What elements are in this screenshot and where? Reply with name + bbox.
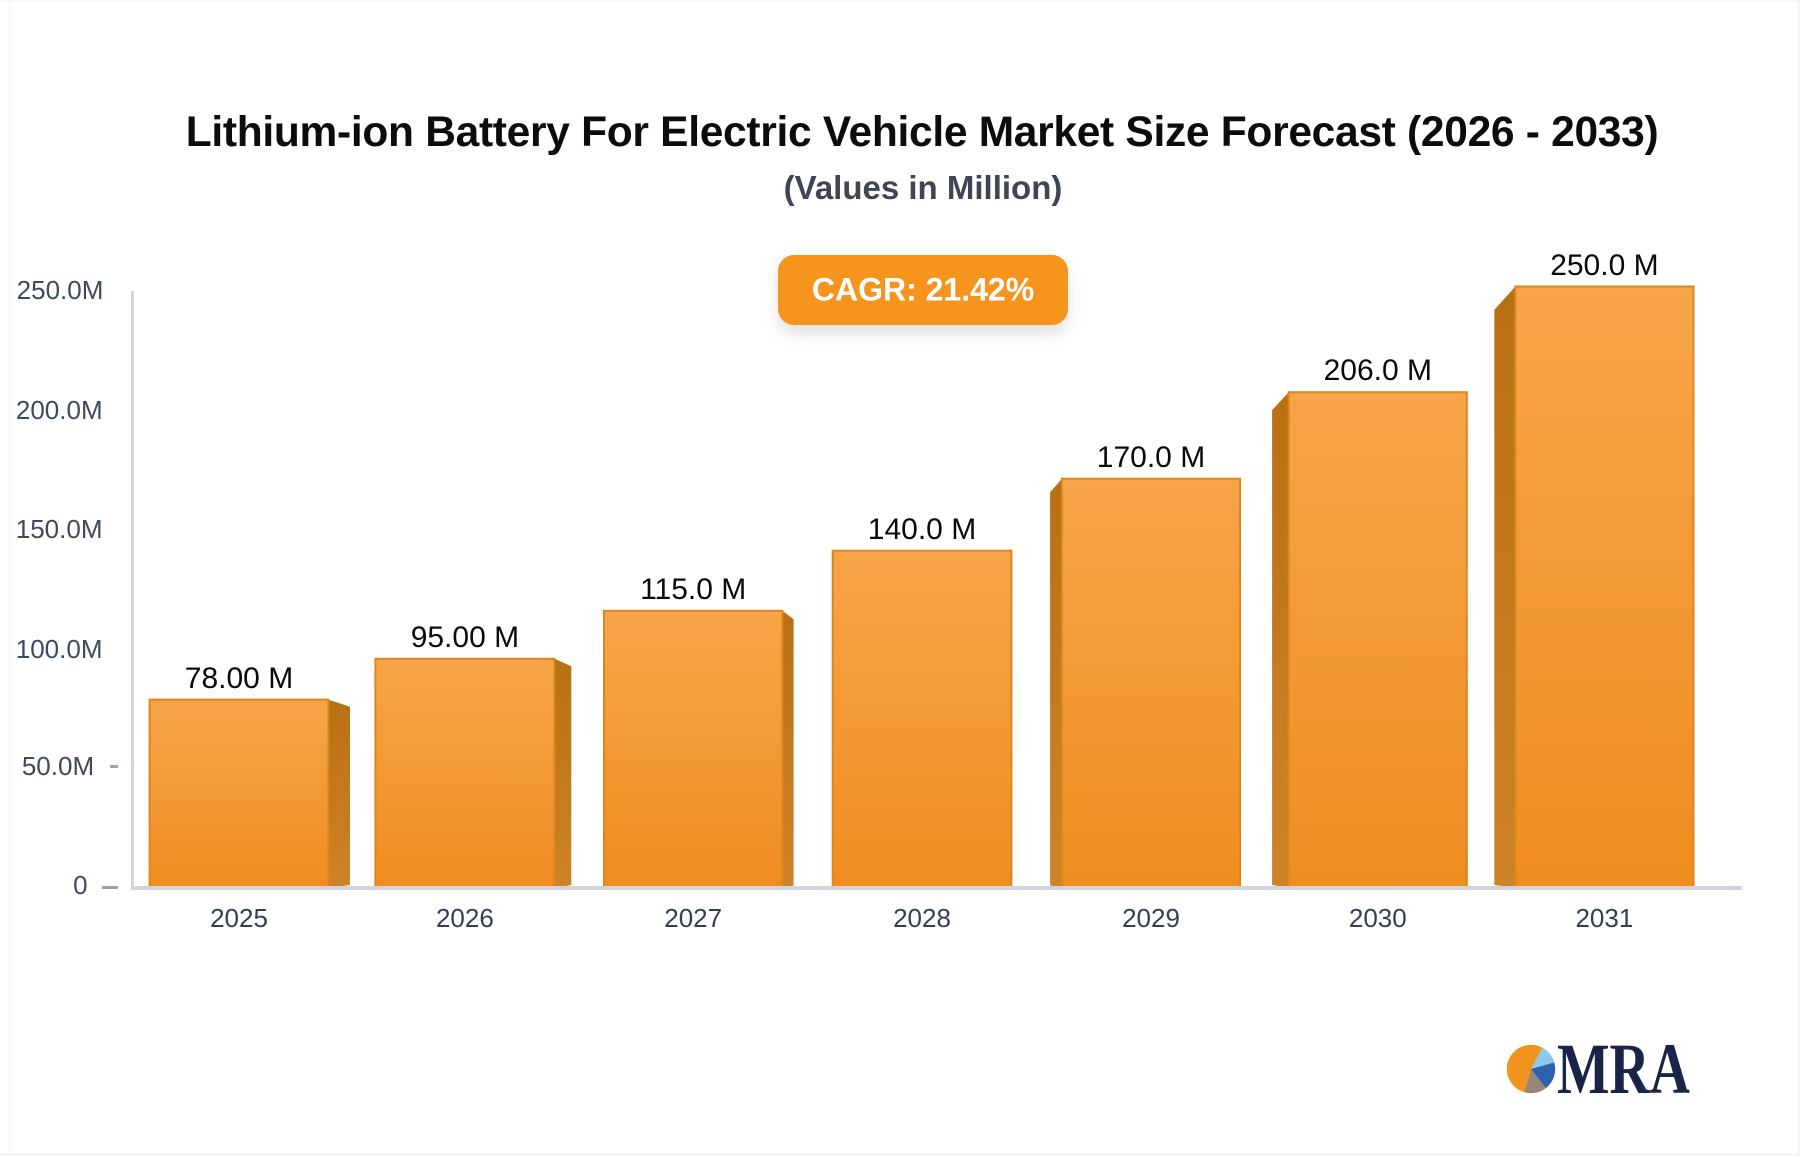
svg-text:MRA: MRA [1557,1035,1690,1109]
